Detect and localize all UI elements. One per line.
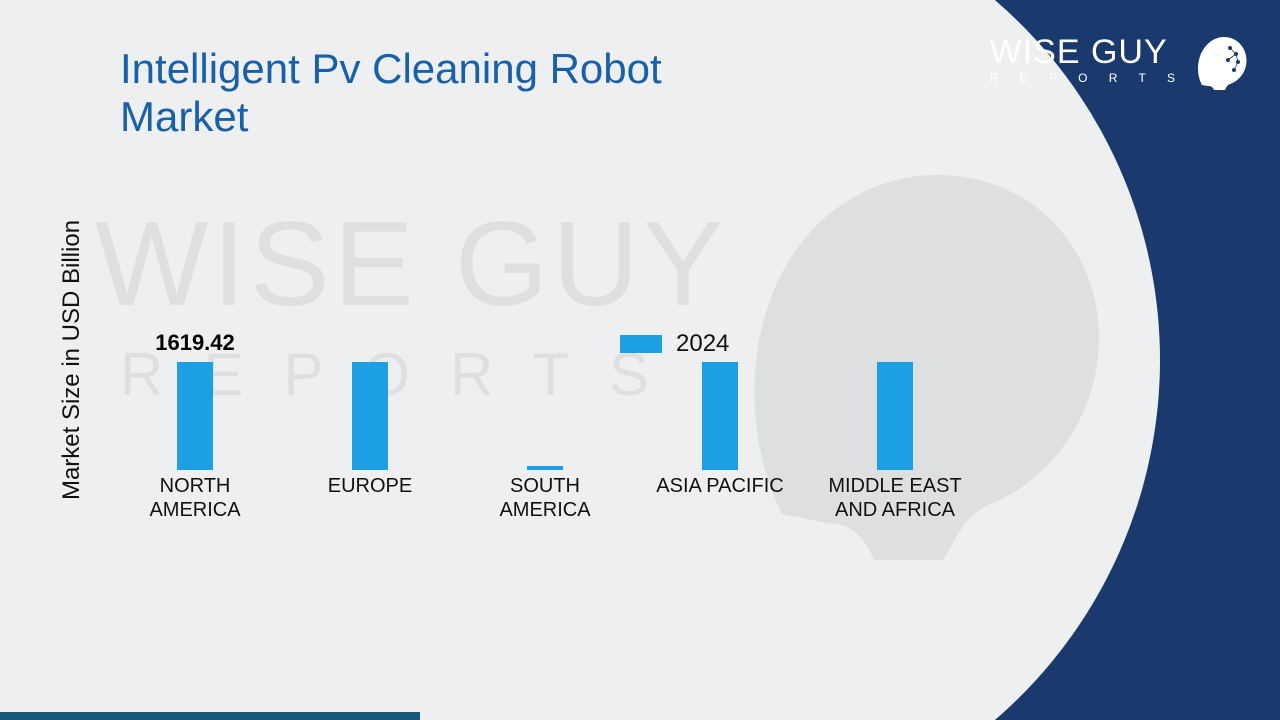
brand-logo: WISE GUY R E P O R T S xyxy=(990,35,1250,90)
bar xyxy=(877,362,913,470)
chart-title: Intelligent Pv Cleaning Robot Market xyxy=(120,45,760,142)
legend: 2024 xyxy=(620,330,729,358)
brand-logo-sub: R E P O R T S xyxy=(990,71,1184,85)
brand-head-icon xyxy=(1190,30,1250,90)
legend-swatch xyxy=(620,335,662,353)
bar-category-label: MIDDLE EAST AND AFRICA xyxy=(815,474,975,522)
bottom-accent-bar xyxy=(0,712,420,720)
bar-chart: 2024 1619.42NORTH AMERICAEUROPESOUTH AME… xyxy=(120,180,1000,500)
brand-logo-main: WISE GUY xyxy=(990,35,1184,69)
bar-category-label: ASIA PACIFIC xyxy=(640,474,800,498)
bar-category-label: SOUTH AMERICA xyxy=(465,474,625,522)
legend-label: 2024 xyxy=(676,330,729,358)
bar-category-label: EUROPE xyxy=(290,474,450,498)
bar-value: 1619.42 xyxy=(155,330,235,356)
y-axis-label: Market Size in USD Billion xyxy=(58,220,86,500)
bar xyxy=(527,466,563,470)
bar-category-label: NORTH AMERICA xyxy=(115,474,275,522)
bar xyxy=(702,362,738,470)
bar xyxy=(352,362,388,470)
chart-canvas: WISE GUY REPORTS WISE GUY R E P O R T S xyxy=(0,0,1280,720)
bar xyxy=(177,362,213,470)
